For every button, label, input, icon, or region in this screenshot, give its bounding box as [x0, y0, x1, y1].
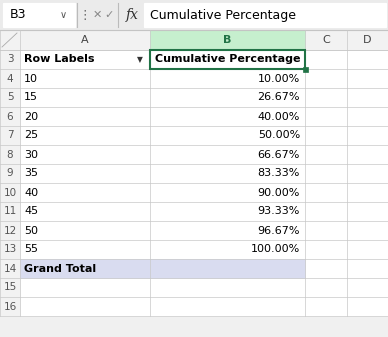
Text: 10: 10	[24, 73, 38, 84]
Text: 45: 45	[24, 207, 38, 216]
Text: 10: 10	[3, 187, 17, 197]
Text: Cumulative Percentage: Cumulative Percentage	[150, 8, 296, 22]
Text: 15: 15	[3, 282, 17, 293]
Text: 11: 11	[3, 207, 17, 216]
Bar	[0, 183, 388, 202]
Text: 10.00%: 10.00%	[258, 73, 300, 84]
Text: ∨: ∨	[59, 10, 67, 20]
Bar	[0, 259, 388, 278]
Text: fx: fx	[125, 8, 139, 22]
Bar	[0, 30, 20, 50]
Bar	[0, 69, 388, 88]
Text: 66.67%: 66.67%	[258, 150, 300, 159]
Text: ✕: ✕	[92, 10, 102, 20]
Bar	[0, 259, 20, 278]
Text: 50.00%: 50.00%	[258, 130, 300, 141]
Text: Row Labels: Row Labels	[24, 55, 95, 64]
Text: 14: 14	[3, 264, 17, 274]
Bar	[0, 107, 388, 126]
Text: A: A	[81, 35, 89, 45]
Bar	[0, 69, 20, 88]
Text: 20: 20	[24, 112, 38, 122]
Text: ⋮: ⋮	[79, 8, 91, 22]
Text: 40.00%: 40.00%	[258, 112, 300, 122]
Text: 96.67%: 96.67%	[258, 225, 300, 236]
Text: B3: B3	[10, 8, 26, 22]
Text: C: C	[322, 35, 330, 45]
Bar	[0, 0, 388, 30]
Bar	[0, 240, 20, 259]
Text: 16: 16	[3, 302, 17, 311]
Bar	[0, 202, 20, 221]
Text: 4: 4	[7, 73, 13, 84]
Bar	[0, 145, 20, 164]
Text: 5: 5	[7, 92, 13, 102]
Bar	[0, 202, 388, 221]
Text: 7: 7	[7, 130, 13, 141]
Text: 12: 12	[3, 225, 17, 236]
Text: 93.33%: 93.33%	[258, 207, 300, 216]
Text: 26.67%: 26.67%	[258, 92, 300, 102]
Text: ✓: ✓	[104, 10, 114, 20]
Text: 6: 6	[7, 112, 13, 122]
Bar	[0, 183, 20, 202]
Text: D: D	[363, 35, 372, 45]
Text: 83.33%: 83.33%	[258, 168, 300, 179]
Bar	[0, 240, 388, 259]
Bar	[0, 50, 388, 69]
Bar	[0, 278, 20, 297]
Text: 50: 50	[24, 225, 38, 236]
Bar	[0, 278, 388, 297]
Bar	[0, 297, 20, 316]
Text: 3: 3	[7, 55, 13, 64]
Bar	[3, 3, 75, 27]
Bar	[303, 67, 308, 72]
Bar	[0, 126, 20, 145]
Bar	[0, 88, 388, 107]
Text: 30: 30	[24, 150, 38, 159]
Text: 25: 25	[24, 130, 38, 141]
Text: ▼: ▼	[137, 55, 143, 64]
Bar	[144, 3, 386, 27]
Text: 9: 9	[7, 168, 13, 179]
Bar	[20, 259, 305, 278]
Bar	[150, 50, 305, 69]
Text: 90.00%: 90.00%	[258, 187, 300, 197]
Bar	[0, 30, 388, 50]
Text: 8: 8	[7, 150, 13, 159]
Text: 100.00%: 100.00%	[251, 245, 300, 254]
Bar	[150, 30, 305, 50]
Text: 15: 15	[24, 92, 38, 102]
Bar	[0, 126, 388, 145]
Text: Grand Total: Grand Total	[24, 264, 96, 274]
Bar	[0, 50, 20, 69]
Bar	[0, 145, 388, 164]
Text: 35: 35	[24, 168, 38, 179]
Bar	[0, 88, 20, 107]
Bar	[0, 164, 20, 183]
Bar	[0, 221, 388, 240]
Text: 40: 40	[24, 187, 38, 197]
Bar	[0, 107, 20, 126]
Bar	[0, 297, 388, 316]
Text: 55: 55	[24, 245, 38, 254]
Bar	[0, 221, 20, 240]
Text: B: B	[223, 35, 232, 45]
Text: Cumulative Percentage: Cumulative Percentage	[155, 55, 300, 64]
Bar	[0, 164, 388, 183]
Text: 13: 13	[3, 245, 17, 254]
